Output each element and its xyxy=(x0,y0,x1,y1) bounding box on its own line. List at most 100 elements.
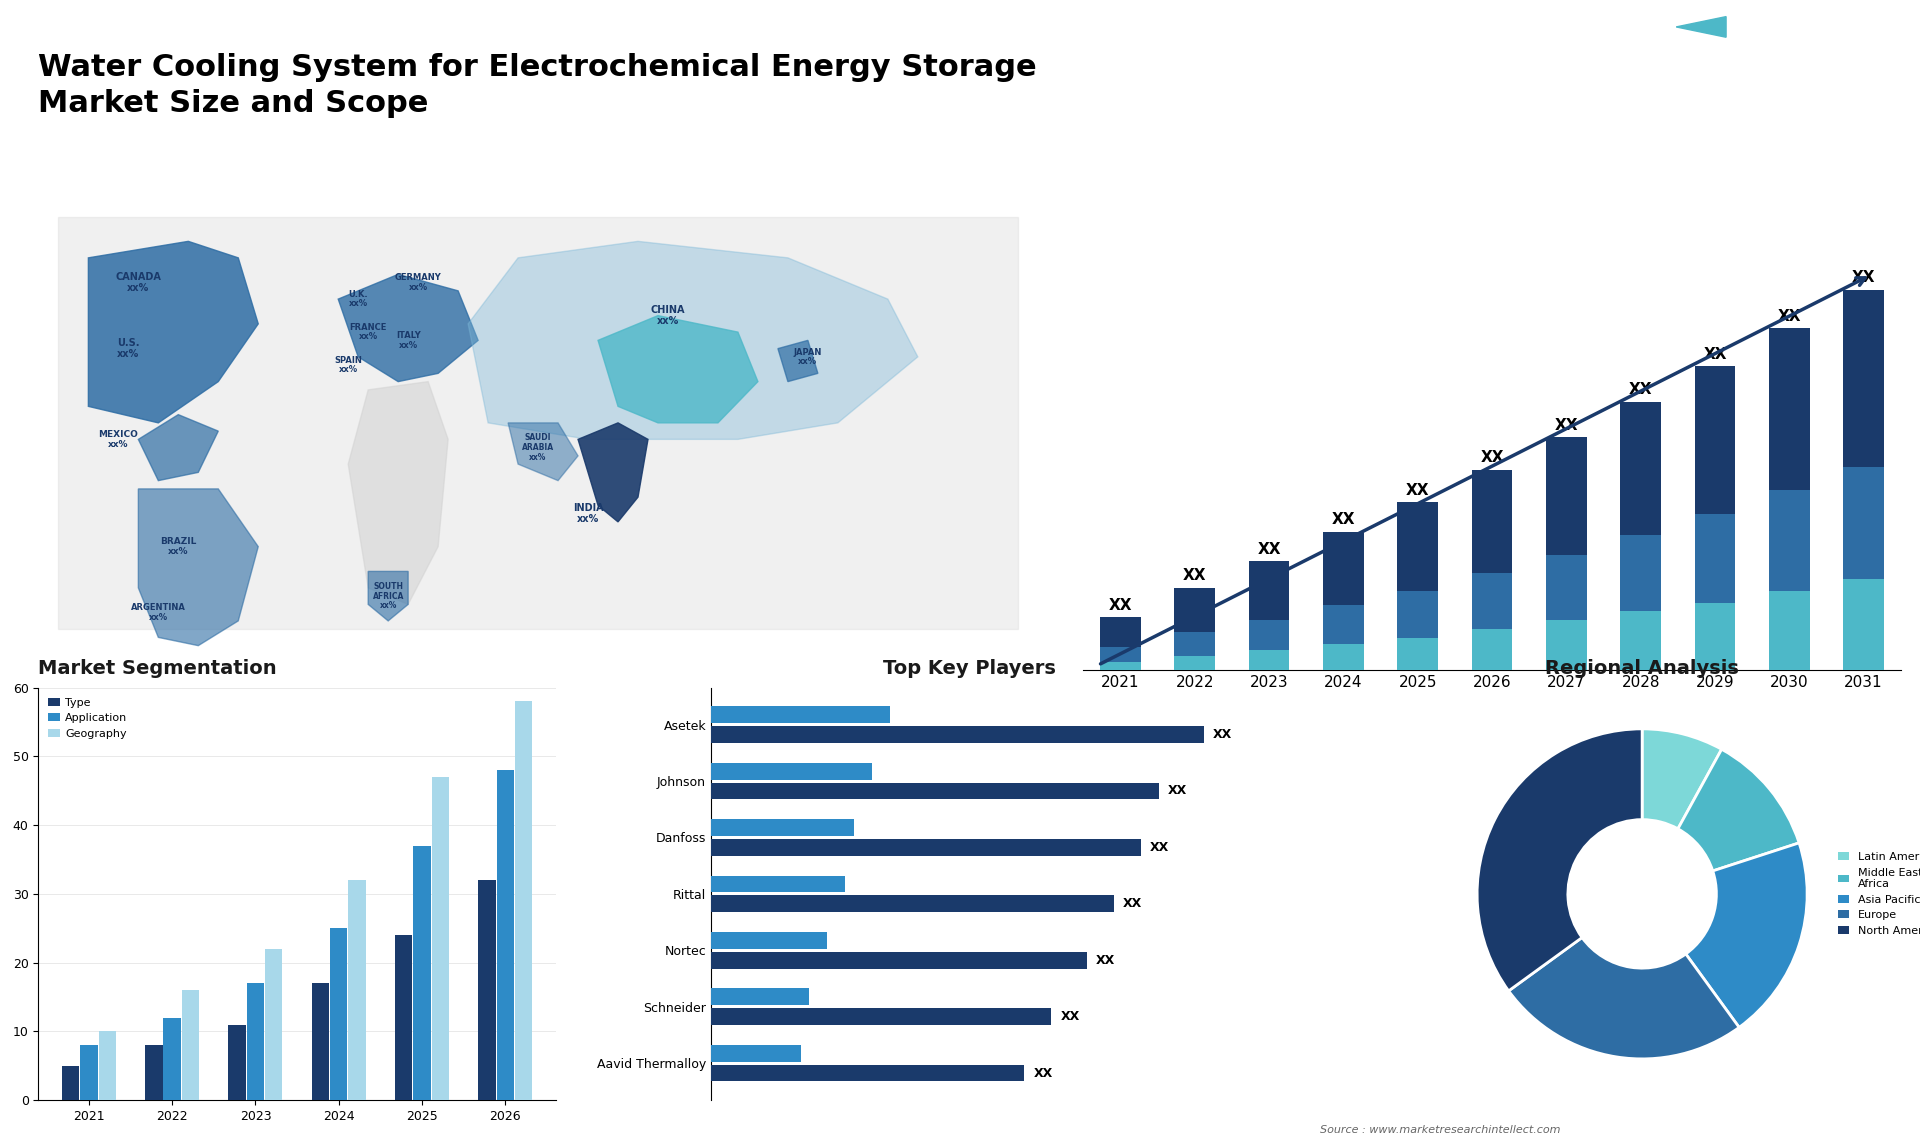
Bar xyxy=(146,1045,163,1100)
Text: MARKET
RESEARCH
INTELLECT: MARKET RESEARCH INTELLECT xyxy=(1747,30,1805,65)
Text: XX: XX xyxy=(1480,450,1503,465)
Bar xyxy=(1843,290,1884,466)
Text: XX: XX xyxy=(1213,728,1233,741)
Text: BRAZIL
xx%: BRAZIL xx% xyxy=(159,537,196,556)
Bar xyxy=(710,819,854,835)
Bar xyxy=(1695,513,1736,603)
Bar xyxy=(1620,402,1661,535)
Bar xyxy=(1398,502,1438,590)
Bar xyxy=(1100,618,1140,646)
Bar xyxy=(1100,646,1140,661)
Bar xyxy=(81,1045,98,1100)
Legend: Latin America, Middle East &
Africa, Asia Pacific, Europe, North America: Latin America, Middle East & Africa, Asi… xyxy=(1834,848,1920,940)
Bar xyxy=(497,770,515,1100)
Wedge shape xyxy=(1509,937,1740,1059)
Bar xyxy=(710,783,1160,799)
Bar xyxy=(1768,328,1811,490)
Polygon shape xyxy=(58,217,1018,629)
Legend: Type, Application, Geography: Type, Application, Geography xyxy=(44,693,132,743)
Bar xyxy=(1398,638,1438,670)
Polygon shape xyxy=(338,274,478,382)
Wedge shape xyxy=(1686,843,1807,1027)
Bar xyxy=(311,983,328,1100)
Bar xyxy=(710,895,1114,912)
Bar xyxy=(1471,629,1513,670)
Text: XX: XX xyxy=(1628,383,1653,398)
Polygon shape xyxy=(468,242,918,439)
Polygon shape xyxy=(88,242,259,423)
Polygon shape xyxy=(597,315,758,423)
Bar xyxy=(710,1065,1025,1082)
Text: XX: XX xyxy=(1778,308,1801,323)
Bar xyxy=(182,990,200,1100)
Text: XX: XX xyxy=(1123,897,1142,910)
Polygon shape xyxy=(509,423,578,480)
Bar xyxy=(710,989,810,1005)
Bar xyxy=(478,880,495,1100)
Bar xyxy=(710,876,845,893)
Text: U.S.
xx%: U.S. xx% xyxy=(117,338,140,359)
Title: Regional Analysis: Regional Analysis xyxy=(1546,659,1740,677)
Text: ITALY
xx%: ITALY xx% xyxy=(396,331,420,350)
Bar xyxy=(1695,603,1736,670)
Title: Top Key Players: Top Key Players xyxy=(883,659,1056,677)
Text: XX: XX xyxy=(1332,512,1356,527)
Wedge shape xyxy=(1476,729,1642,991)
Polygon shape xyxy=(578,423,647,521)
Polygon shape xyxy=(138,489,259,645)
Bar xyxy=(1546,620,1586,670)
Text: SPAIN
xx%: SPAIN xx% xyxy=(334,355,363,375)
Text: CANADA
xx%: CANADA xx% xyxy=(115,273,161,293)
Bar xyxy=(265,949,282,1100)
Wedge shape xyxy=(1642,729,1722,829)
Text: FRANCE
xx%: FRANCE xx% xyxy=(349,323,386,342)
Bar xyxy=(1768,590,1811,670)
Bar xyxy=(1248,562,1290,620)
Bar xyxy=(1843,579,1884,670)
Text: XX: XX xyxy=(1167,784,1187,798)
Text: XX: XX xyxy=(1258,542,1281,557)
Bar xyxy=(61,1066,79,1100)
Bar xyxy=(413,846,430,1100)
Text: XX: XX xyxy=(1108,598,1133,613)
Text: SOUTH
AFRICA
xx%: SOUTH AFRICA xx% xyxy=(372,582,403,611)
Text: MEXICO
xx%: MEXICO xx% xyxy=(98,430,138,449)
Polygon shape xyxy=(369,572,409,621)
Bar xyxy=(1695,367,1736,513)
Text: U.K.
xx%: U.K. xx% xyxy=(348,290,369,308)
Bar xyxy=(710,839,1140,856)
Bar xyxy=(710,932,828,949)
Polygon shape xyxy=(138,415,219,480)
Bar xyxy=(1248,620,1290,650)
Text: CHINA
xx%: CHINA xx% xyxy=(651,305,685,325)
Bar xyxy=(330,928,348,1100)
Polygon shape xyxy=(778,340,818,382)
Bar xyxy=(710,1045,801,1061)
Bar xyxy=(1175,656,1215,670)
Text: ARGENTINA
xx%: ARGENTINA xx% xyxy=(131,603,186,622)
Wedge shape xyxy=(1678,749,1799,871)
Text: Source : www.marketresearchintellect.com: Source : www.marketresearchintellect.com xyxy=(1319,1124,1561,1135)
Text: Water Cooling System for Electrochemical Energy Storage
Market Size and Scope: Water Cooling System for Electrochemical… xyxy=(38,53,1037,118)
Text: JAPAN
xx%: JAPAN xx% xyxy=(793,347,822,367)
Text: XX: XX xyxy=(1405,482,1428,497)
Polygon shape xyxy=(1676,16,1726,37)
Bar xyxy=(163,1018,180,1100)
Bar xyxy=(1620,611,1661,670)
Bar xyxy=(710,1008,1052,1025)
Bar xyxy=(1100,661,1140,670)
Text: XX: XX xyxy=(1703,347,1726,362)
Bar xyxy=(1323,644,1363,670)
Bar xyxy=(1471,573,1513,629)
Text: Market Segmentation: Market Segmentation xyxy=(38,659,276,677)
Text: GERMANY
xx%: GERMANY xx% xyxy=(396,273,442,292)
Text: XX: XX xyxy=(1853,270,1876,285)
Text: INDIA
xx%: INDIA xx% xyxy=(572,503,603,524)
Bar xyxy=(1843,466,1884,579)
Bar xyxy=(1471,470,1513,573)
Bar xyxy=(1323,532,1363,605)
Bar xyxy=(710,727,1204,743)
Polygon shape xyxy=(348,382,447,604)
Bar xyxy=(228,1025,246,1100)
Text: XX: XX xyxy=(1060,1010,1079,1023)
